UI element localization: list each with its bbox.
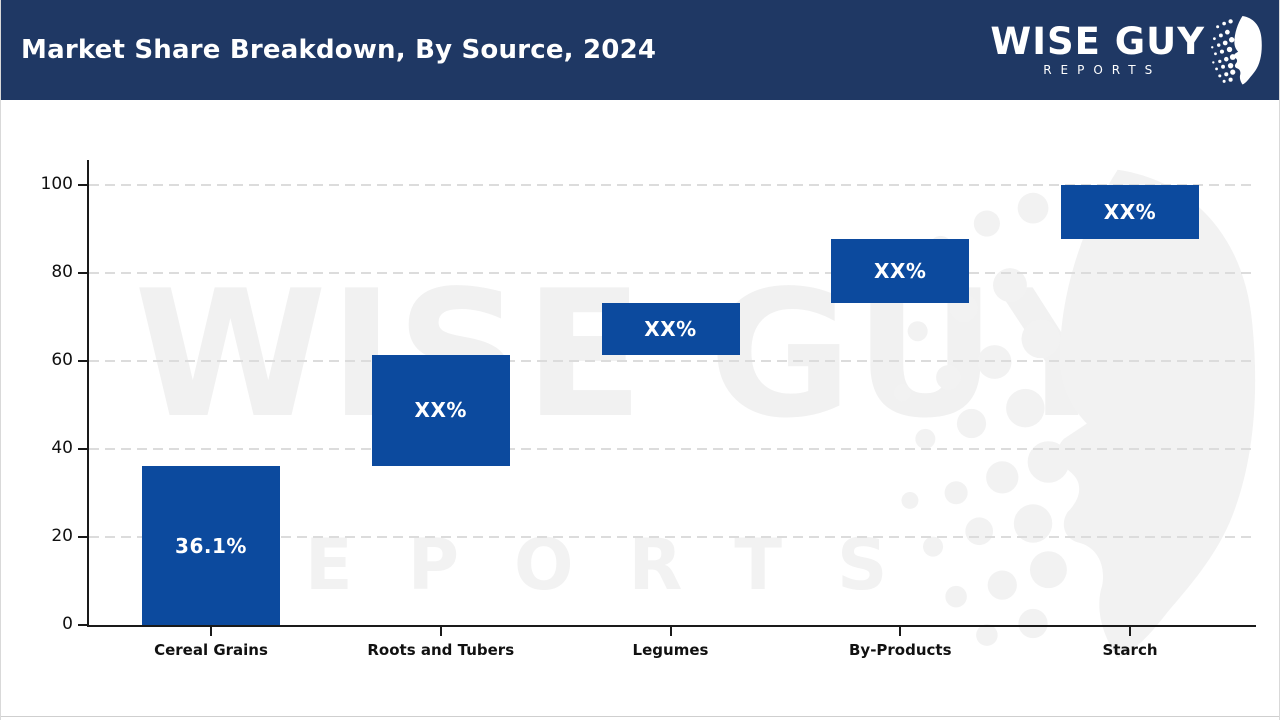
x-category-label-1: Roots and Tubers xyxy=(367,641,515,659)
x-tick-1 xyxy=(439,627,442,636)
header-bar: Market Share Breakdown, By Source, 2024 … xyxy=(1,0,1279,100)
y-tick-60 xyxy=(78,360,87,362)
y-tick-label-20: 20 xyxy=(51,526,73,546)
bar-value-label: XX% xyxy=(1103,200,1157,225)
watermark-subtitle: REPORTS xyxy=(196,524,943,606)
wise-guy-face-icon xyxy=(1211,15,1262,85)
x-axis-line xyxy=(87,625,1256,627)
bar-legumes: XX% xyxy=(601,302,740,355)
x-category-label-0: Cereal Grains xyxy=(154,641,268,659)
x-category-label-4: Starch xyxy=(1102,641,1158,659)
gridline-80 xyxy=(89,272,1254,274)
logo-wordmark: WISE GUY xyxy=(990,20,1205,63)
bar-value-label: XX% xyxy=(644,316,697,341)
x-tick-4 xyxy=(1129,627,1131,636)
bar-by-products: XX% xyxy=(831,239,970,303)
bar-value-label: XX% xyxy=(874,259,927,283)
gridline-40 xyxy=(89,448,1254,450)
y-tick-0 xyxy=(78,624,87,626)
x-tick-2 xyxy=(669,627,672,636)
chart-title: Market Share Breakdown, By Source, 2024 xyxy=(21,35,657,65)
x-tick-0 xyxy=(210,627,212,636)
bottom-border-line xyxy=(1,716,1279,717)
y-tick-40 xyxy=(78,448,87,450)
y-tick-80 xyxy=(78,272,87,274)
bar-cereal-grains: 36.1% xyxy=(142,466,280,625)
y-tick-20 xyxy=(78,536,87,538)
bar-roots-and-tubers: XX% xyxy=(371,354,510,467)
gridline-20 xyxy=(89,536,1254,538)
y-tick-label-40: 40 xyxy=(51,438,73,458)
x-category-label-3: By-Products xyxy=(848,641,952,659)
y-axis-line xyxy=(87,160,89,627)
wise-guy-logo: WISE GUY REPORTS xyxy=(990,10,1263,90)
x-tick-3 xyxy=(899,627,902,636)
x-category-label-2: Legumes xyxy=(632,641,709,659)
gridline-60 xyxy=(89,360,1254,362)
bar-value-label: 36.1% xyxy=(175,533,247,558)
y-tick-label-0: 0 xyxy=(62,614,73,634)
chart-area: WISE GUY REPORTS 0 20 40 60 80 100 36.1% Cereal… xyxy=(1,100,1279,717)
y-tick-label-100: 100 xyxy=(40,174,73,194)
y-tick-label-80: 80 xyxy=(51,262,73,282)
bar-starch: XX% xyxy=(1061,185,1199,240)
bar-value-label: XX% xyxy=(414,398,467,423)
y-tick-100 xyxy=(78,184,87,186)
gridline-100 xyxy=(89,184,1254,186)
y-tick-label-60: 60 xyxy=(51,350,73,370)
logo-text: WISE GUY REPORTS xyxy=(990,23,1205,77)
logo-subtitle: REPORTS xyxy=(1043,63,1162,77)
